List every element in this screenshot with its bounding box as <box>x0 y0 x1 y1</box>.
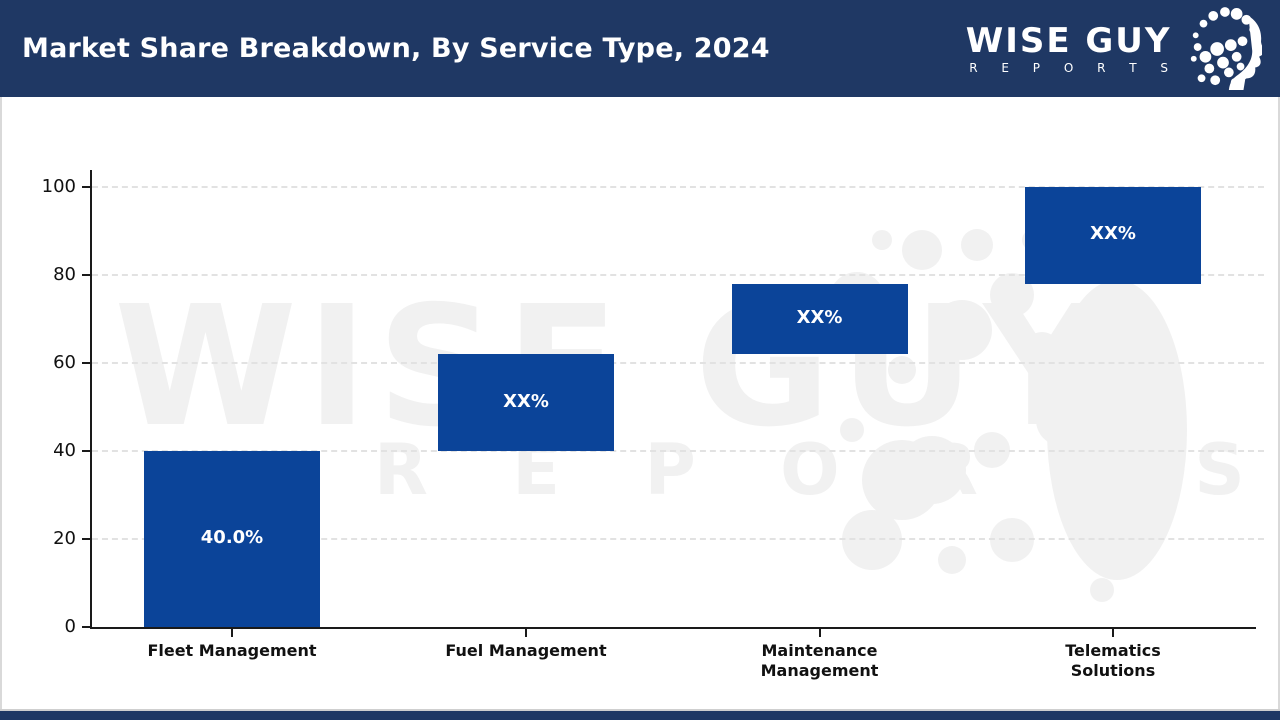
brand-logo-text: WISE GUY R E P O R T S <box>959 24 1178 74</box>
y-tick-label: 20 <box>53 528 76 549</box>
bar-value-label: XX% <box>796 307 843 328</box>
bar-1 <box>144 451 320 627</box>
wiseguy-head-icon <box>1190 6 1262 90</box>
x-tickmark <box>818 629 821 637</box>
x-axis-spine <box>90 627 1256 629</box>
x-tickmark <box>1112 629 1114 637</box>
chart-title: Market Share Breakdown, By Service Type,… <box>22 33 770 64</box>
bar-3 <box>731 283 908 355</box>
brand-logo: WISE GUY R E P O R T S <box>959 6 1280 92</box>
bar-value-label: XX% <box>503 390 549 412</box>
bar-2 <box>438 354 614 451</box>
brand-subname: R E P O R T S <box>969 60 1178 75</box>
chart-area: WISE GUY R E P O R T S 02040608010040.0%… <box>0 97 1280 709</box>
x-tickmark <box>231 629 233 637</box>
x-category-label: Telematics Solutions <box>1065 641 1161 680</box>
y-tickmark <box>82 186 90 188</box>
y-tick-label: 60 <box>53 352 76 373</box>
gridline-y80 <box>92 274 1264 276</box>
y-tickmark <box>82 362 90 364</box>
gridline-y20 <box>92 538 1264 540</box>
y-tickmark <box>82 538 90 540</box>
x-category-label: Fuel Management <box>445 641 607 660</box>
header-band: Market Share Breakdown, By Service Type,… <box>0 0 1280 97</box>
bar-value-label: XX% <box>1090 223 1136 245</box>
footer-band <box>0 709 1280 720</box>
y-tickmark <box>82 450 90 452</box>
y-tick-label: 80 <box>53 264 76 285</box>
y-tickmark <box>82 626 90 628</box>
y-tick-label: 100 <box>41 176 76 197</box>
gridline-y40 <box>92 450 1264 452</box>
y-tick-label: 0 <box>64 616 76 637</box>
x-category-label: Fleet Management <box>147 641 317 660</box>
y-tick-label: 40 <box>53 440 76 461</box>
y-tickmark <box>82 274 90 276</box>
gridline-y100 <box>92 186 1264 188</box>
x-category-label: Maintenance Management <box>760 641 879 680</box>
y-axis-spine <box>90 170 92 629</box>
x-tickmark <box>525 629 527 637</box>
bar-value-label: 40.0% <box>200 527 264 548</box>
watermark-head-icon <box>829 229 1187 602</box>
brand-name: WISE GUY <box>965 20 1172 61</box>
gridline-y60 <box>92 362 1264 364</box>
bar-4 <box>1025 187 1201 284</box>
